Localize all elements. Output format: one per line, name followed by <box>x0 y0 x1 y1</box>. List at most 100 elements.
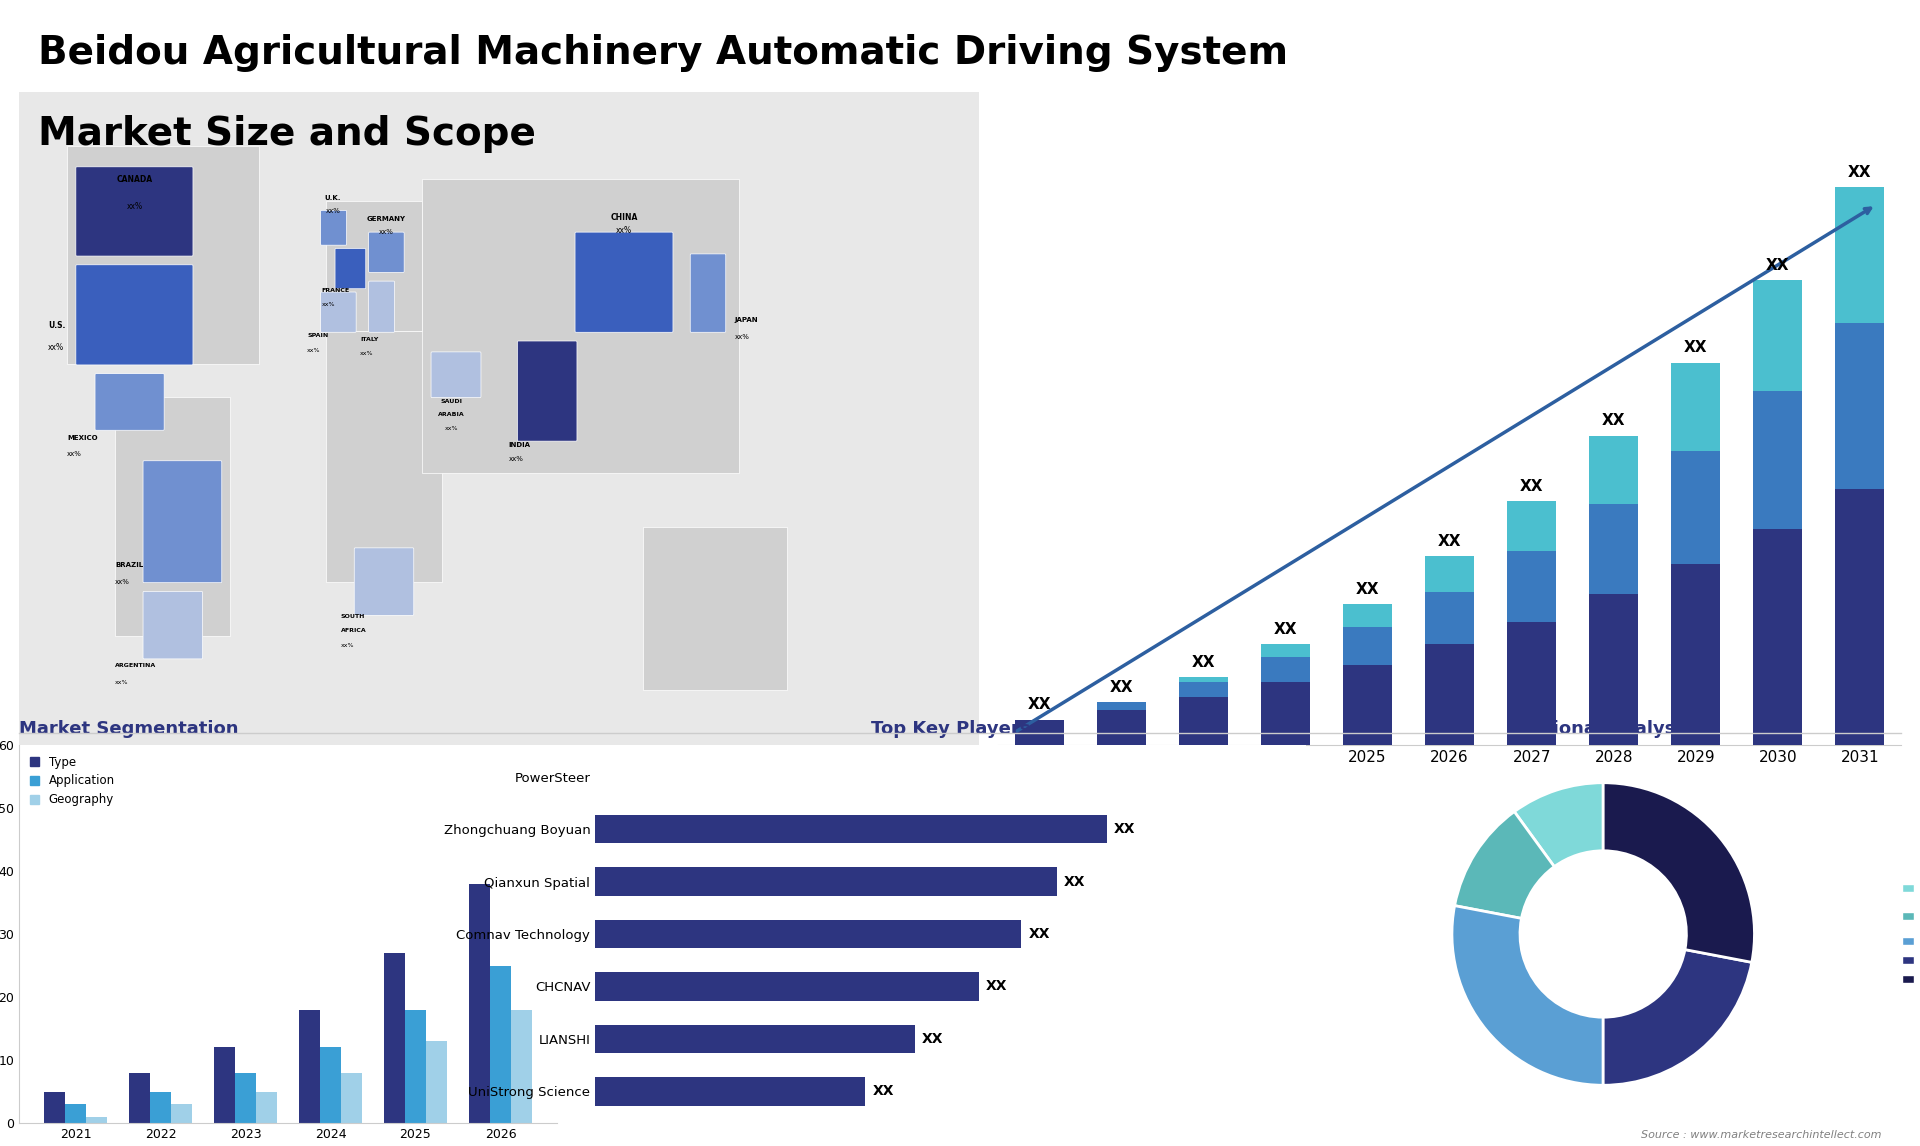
Bar <box>255 1091 276 1123</box>
Bar <box>1836 187 1884 323</box>
Text: XX: XX <box>1521 479 1544 494</box>
Bar <box>1096 709 1146 745</box>
Bar <box>595 1077 866 1106</box>
Title: Top Key Players: Top Key Players <box>870 720 1031 738</box>
Bar <box>171 1105 192 1123</box>
Polygon shape <box>326 201 422 331</box>
FancyBboxPatch shape <box>430 352 480 398</box>
Wedge shape <box>1603 783 1755 963</box>
Text: Market Segmentation: Market Segmentation <box>19 720 238 738</box>
Bar <box>405 1010 426 1123</box>
Bar <box>1425 644 1475 745</box>
FancyBboxPatch shape <box>142 461 223 582</box>
FancyBboxPatch shape <box>691 254 726 332</box>
Bar <box>44 1091 65 1123</box>
Bar <box>1179 677 1229 682</box>
Text: U.K.: U.K. <box>324 195 342 201</box>
Text: BRAZIL: BRAZIL <box>115 563 144 568</box>
Bar <box>595 868 1056 896</box>
FancyBboxPatch shape <box>576 233 674 332</box>
Text: XX: XX <box>1064 874 1085 888</box>
Text: ITALY: ITALY <box>359 337 378 342</box>
Wedge shape <box>1452 905 1603 1085</box>
Bar <box>595 972 979 1000</box>
Bar <box>468 884 490 1123</box>
Bar <box>1507 622 1557 745</box>
Bar <box>1425 557 1475 591</box>
Title: Regional Analysis: Regional Analysis <box>1515 720 1692 738</box>
Wedge shape <box>1603 950 1751 1085</box>
Text: xx%: xx% <box>48 343 63 352</box>
Text: XX: XX <box>1684 340 1707 355</box>
Text: XX: XX <box>1438 534 1461 549</box>
Bar <box>1261 657 1309 682</box>
Bar <box>1425 591 1475 644</box>
Bar <box>511 1010 532 1123</box>
Bar <box>595 1025 914 1053</box>
Text: JAPAN: JAPAN <box>735 317 758 323</box>
Text: Beidou Agricultural Machinery Automatic Driving System: Beidou Agricultural Machinery Automatic … <box>38 34 1288 72</box>
Bar <box>384 953 405 1123</box>
Bar <box>490 965 511 1123</box>
FancyBboxPatch shape <box>142 591 204 659</box>
Text: GERMANY: GERMANY <box>367 217 405 222</box>
Text: xx%: xx% <box>735 333 749 339</box>
FancyBboxPatch shape <box>353 548 415 615</box>
Bar <box>1342 627 1392 665</box>
Text: SAUDI: SAUDI <box>440 399 463 403</box>
Text: xx%: xx% <box>67 450 83 457</box>
Bar <box>213 1047 234 1123</box>
Text: XX: XX <box>1192 654 1215 669</box>
FancyBboxPatch shape <box>369 281 396 332</box>
Text: XX: XX <box>1029 927 1050 941</box>
Text: xx%: xx% <box>444 426 459 431</box>
FancyBboxPatch shape <box>321 211 346 245</box>
Text: Source : www.marketresearchintellect.com: Source : www.marketresearchintellect.com <box>1642 1130 1882 1140</box>
Text: xx%: xx% <box>127 203 142 211</box>
Text: FRANCE: FRANCE <box>321 288 349 292</box>
Text: Market Size and Scope: Market Size and Scope <box>38 115 536 152</box>
Text: XX: XX <box>1114 822 1135 837</box>
FancyBboxPatch shape <box>96 374 163 430</box>
Text: ARABIA: ARABIA <box>438 411 465 417</box>
Text: xx%: xx% <box>321 301 336 307</box>
Text: CHINA: CHINA <box>611 213 637 222</box>
FancyBboxPatch shape <box>77 167 192 256</box>
FancyBboxPatch shape <box>77 265 192 364</box>
Text: XX: XX <box>1601 414 1626 429</box>
Text: xx%: xx% <box>326 207 340 213</box>
Bar <box>1342 604 1392 627</box>
Text: xx%: xx% <box>307 347 321 353</box>
Text: SPAIN: SPAIN <box>307 333 328 338</box>
Bar <box>1590 504 1638 594</box>
Text: XX: XX <box>1027 697 1050 712</box>
Bar <box>1836 323 1884 488</box>
Text: CANADA: CANADA <box>117 175 152 185</box>
Bar <box>300 1010 321 1123</box>
Bar <box>1261 682 1309 745</box>
Bar <box>1179 682 1229 697</box>
Wedge shape <box>1515 783 1603 866</box>
Polygon shape <box>67 146 259 364</box>
Bar <box>1342 665 1392 745</box>
Text: xx%: xx% <box>115 579 131 584</box>
Text: XX: XX <box>1356 582 1379 597</box>
Polygon shape <box>643 527 787 690</box>
Bar <box>1670 450 1720 564</box>
FancyBboxPatch shape <box>518 342 576 441</box>
Text: xx%: xx% <box>342 643 355 647</box>
Bar <box>1590 594 1638 745</box>
Text: SOUTH: SOUTH <box>342 614 365 619</box>
Legend: Type, Application, Geography: Type, Application, Geography <box>25 751 119 811</box>
Text: XX: XX <box>1110 680 1133 694</box>
Text: XX: XX <box>1849 165 1872 180</box>
Bar <box>1507 551 1557 622</box>
Bar <box>86 1116 108 1123</box>
Polygon shape <box>422 179 739 472</box>
Text: xx%: xx% <box>616 227 632 235</box>
Text: AFRICA: AFRICA <box>342 628 367 634</box>
FancyBboxPatch shape <box>336 249 365 289</box>
Text: XX: XX <box>922 1031 943 1046</box>
Bar <box>1753 391 1803 528</box>
Bar <box>595 815 1106 843</box>
